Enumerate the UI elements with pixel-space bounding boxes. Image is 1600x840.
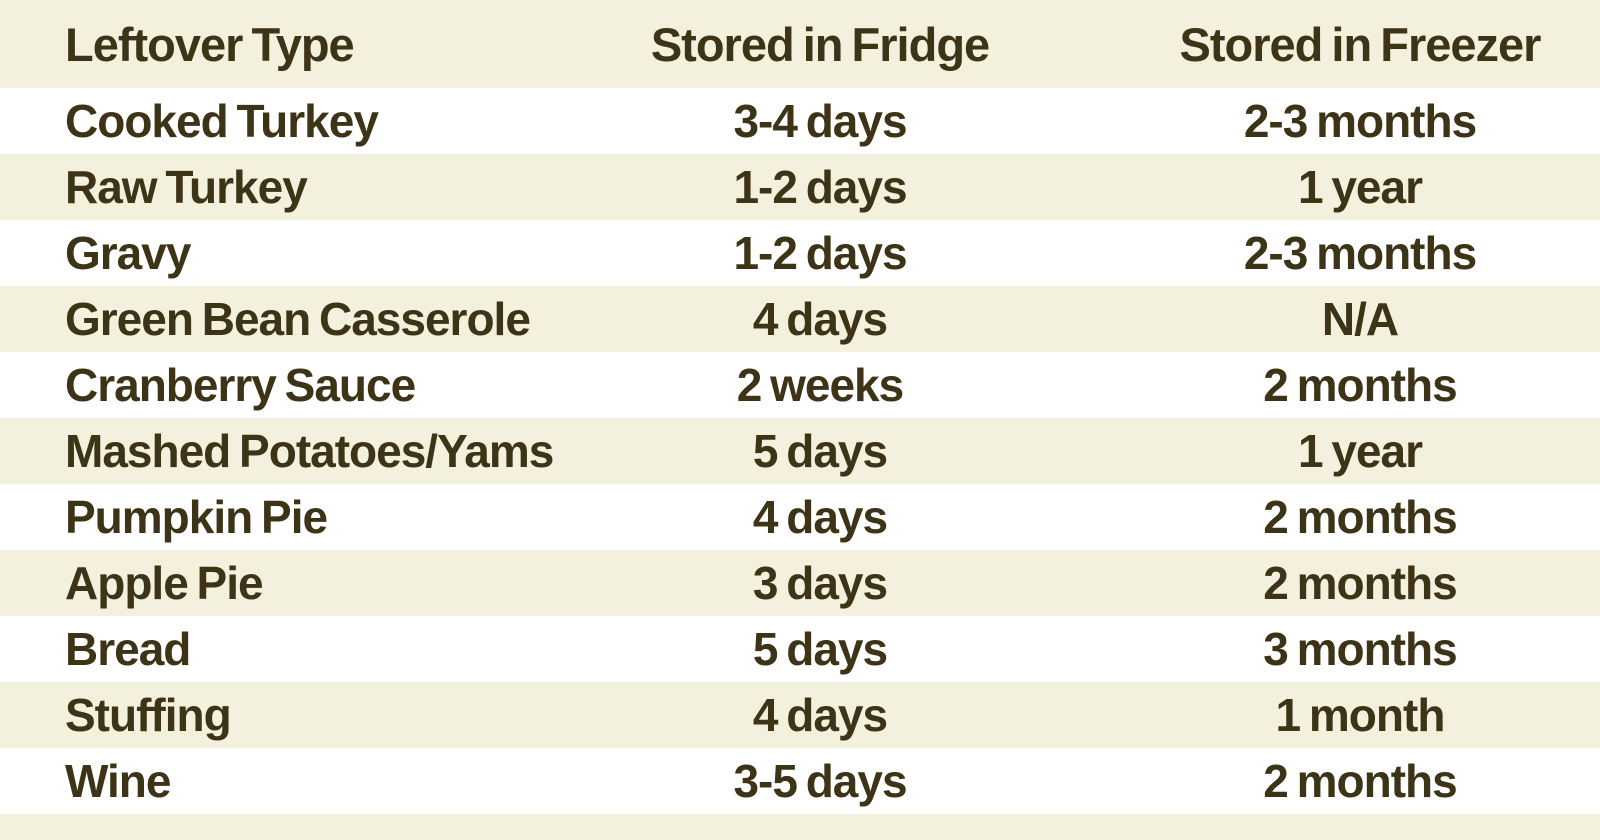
leftover-type-cell: Bread	[65, 623, 191, 675]
table-row: Cranberry Sauce 2 weeks 2 months	[0, 352, 1600, 418]
freezer-duration-cell: 2 months	[1263, 491, 1457, 543]
freezer-duration-cell: 2 months	[1263, 755, 1457, 807]
table-row: Wine 3-5 days 2 months	[0, 748, 1600, 814]
freezer-duration-cell: 1 year	[1297, 161, 1423, 213]
leftover-type-cell: Apple Pie	[65, 557, 264, 609]
freezer-duration-cell: 3 months	[1263, 623, 1457, 675]
table-row: Raw Turkey 1-2 days 1 year	[0, 154, 1600, 220]
freezer-duration-cell: N/A	[1321, 293, 1399, 345]
freezer-duration-cell: 2 months	[1263, 557, 1457, 609]
column-header-freezer: Stored in Freezer	[1179, 17, 1542, 71]
leftover-type-cell: Raw Turkey	[65, 161, 308, 213]
fridge-duration-cell: 1-2 days	[733, 227, 907, 279]
fridge-duration-cell: 4 days	[752, 293, 888, 345]
leftover-type-cell: Mashed Potatoes/Yams	[65, 425, 554, 477]
table-row: Gravy 1-2 days 2-3 months	[0, 220, 1600, 286]
table-row: Cooked Turkey 3-4 days 2-3 months	[0, 88, 1600, 154]
table-row: Bread 5 days 3 months	[0, 616, 1600, 682]
fridge-duration-cell: 3 days	[752, 557, 888, 609]
fridge-duration-cell: 2 weeks	[736, 359, 904, 411]
table-row: Apple Pie 3 days 2 months	[0, 550, 1600, 616]
leftover-type-cell: Gravy	[65, 227, 191, 279]
column-header-leftover-type: Leftover Type	[65, 17, 355, 71]
table-row: Stuffing 4 days 1 month	[0, 682, 1600, 748]
fridge-duration-cell: 4 days	[752, 491, 888, 543]
table-row: Pumpkin Pie 4 days 2 months	[0, 484, 1600, 550]
table-header-row: Leftover Type Stored in Fridge Stored in…	[0, 0, 1600, 88]
fridge-duration-cell: 5 days	[752, 425, 888, 477]
freezer-duration-cell: 2-3 months	[1243, 95, 1477, 147]
table-row: Mashed Potatoes/Yams 5 days 1 year	[0, 418, 1600, 484]
fridge-duration-cell: 3-5 days	[733, 755, 907, 807]
column-header-fridge: Stored in Fridge	[650, 17, 990, 71]
leftover-type-cell: Cranberry Sauce	[65, 359, 416, 411]
leftover-type-cell: Cooked Turkey	[65, 95, 379, 147]
table-row: Green Bean Casserole 4 days N/A	[0, 286, 1600, 352]
fridge-duration-cell: 1-2 days	[733, 161, 907, 213]
freezer-duration-cell: 1 year	[1297, 425, 1423, 477]
fridge-duration-cell: 4 days	[752, 689, 888, 741]
leftover-type-cell: Green Bean Casserole	[65, 293, 531, 345]
storage-table: Leftover Type Stored in Fridge Stored in…	[0, 0, 1600, 814]
freezer-duration-cell: 1 month	[1275, 689, 1446, 741]
fridge-duration-cell: 3-4 days	[733, 95, 907, 147]
leftover-type-cell: Wine	[65, 755, 171, 807]
freezer-duration-cell: 2-3 months	[1243, 227, 1477, 279]
table-body: Cooked Turkey 3-4 days 2-3 months Raw Tu…	[0, 88, 1600, 814]
fridge-duration-cell: 5 days	[752, 623, 888, 675]
freezer-duration-cell: 2 months	[1263, 359, 1457, 411]
leftover-type-cell: Pumpkin Pie	[65, 491, 328, 543]
leftover-type-cell: Stuffing	[65, 689, 232, 741]
